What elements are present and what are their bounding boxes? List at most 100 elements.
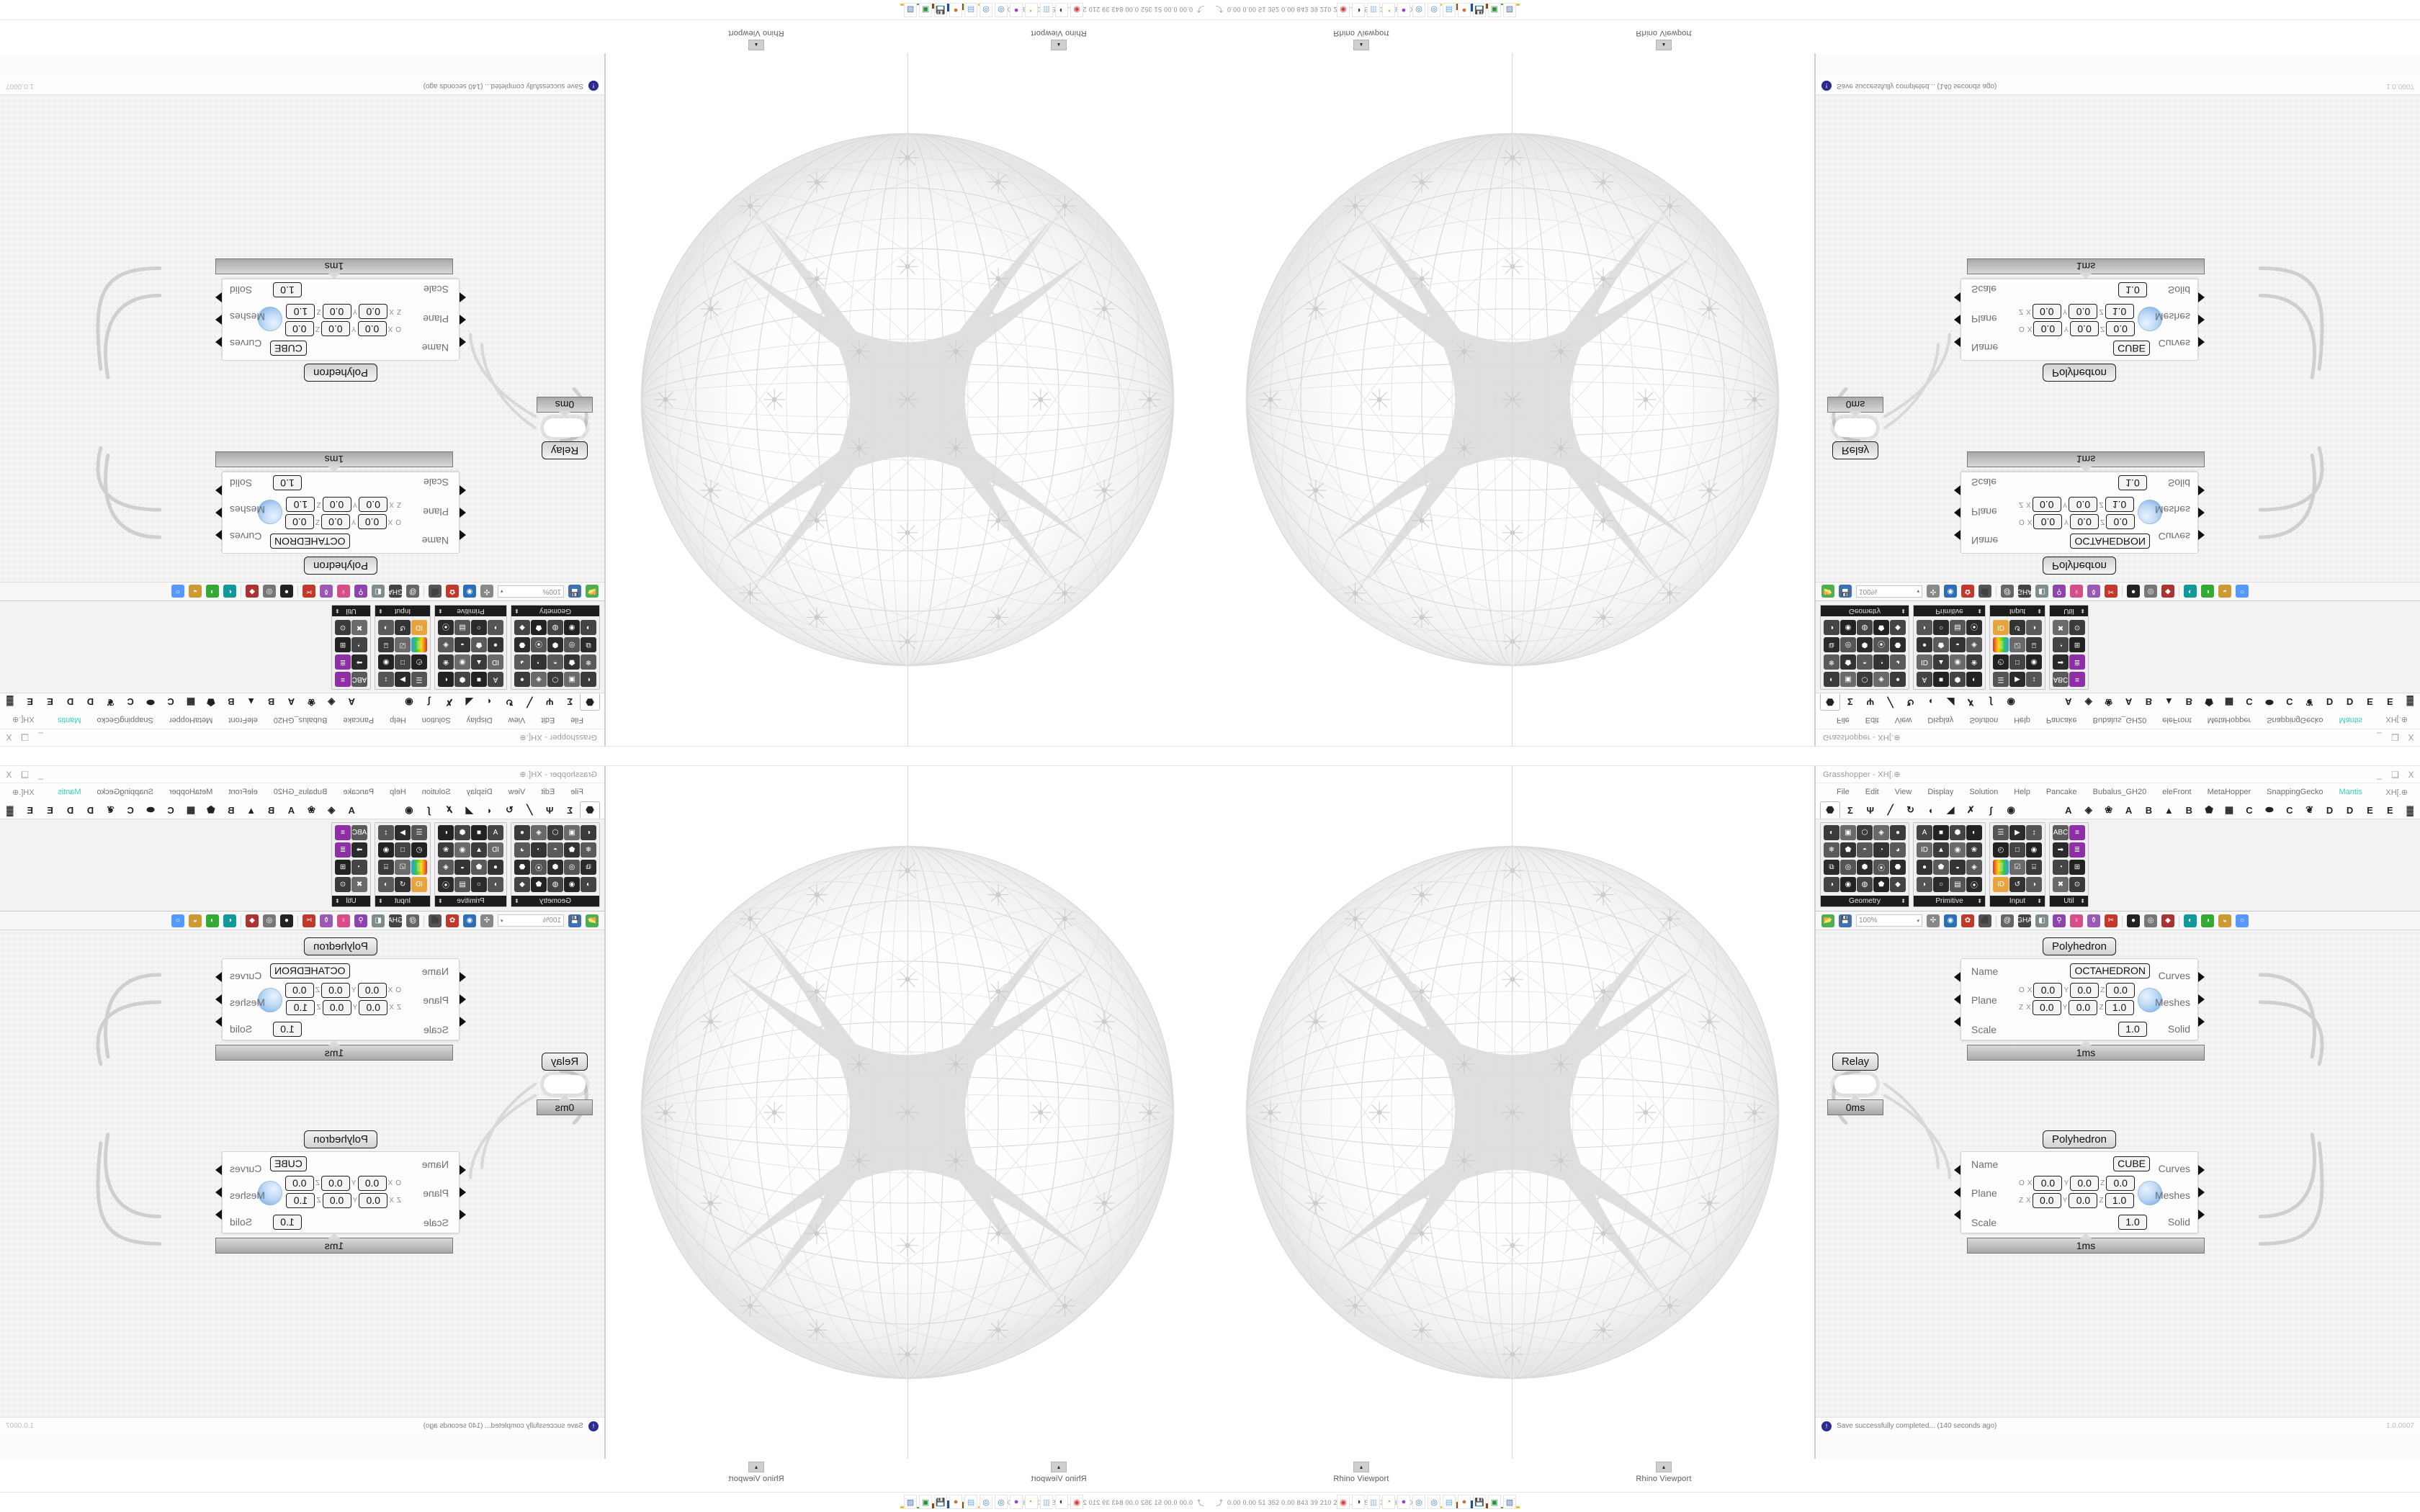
canvas-toolbar-icon-15[interactable]: ◆ — [246, 585, 259, 598]
menu-item-snappinggecko[interactable]: SnappingGecko — [97, 716, 153, 724]
shelf-component-icon[interactable]: ◈ — [1873, 825, 1889, 840]
input-port-plane[interactable] — [460, 508, 466, 518]
taskbar-app-icon-5[interactable]: ◎ — [995, 1495, 1008, 1509]
shelf-component-icon[interactable]: □ — [395, 654, 411, 670]
ribbon-tab2-1[interactable]: ◈ — [2084, 697, 2092, 708]
canvas-toolbar-icon-18[interactable]: ◒ — [2218, 585, 2231, 598]
axis-value-field[interactable]: 0.0 — [2070, 1176, 2099, 1191]
axis-value-field[interactable]: 0.0 — [322, 1193, 351, 1208]
canvas-toolbar-icon-19[interactable]: ○ — [171, 585, 184, 598]
shelf-component-icon[interactable]: ◗ — [1917, 877, 1932, 892]
shelf-component-icon[interactable]: ⌸ — [378, 637, 394, 652]
input-port-scale[interactable] — [460, 1017, 466, 1027]
shelf-component-icon[interactable]: ◈ — [1873, 672, 1889, 687]
ribbon-tab-1[interactable]: Σ — [1847, 696, 1853, 708]
ribbon-tab2-14[interactable]: D — [2346, 804, 2354, 816]
output-port-curves[interactable] — [2198, 1164, 2205, 1175]
output-port-solid[interactable] — [215, 485, 222, 495]
canvas-toolbar-icon-0[interactable]: 📂 — [1821, 914, 1834, 927]
shelf-component-icon[interactable]: ❀ — [1966, 654, 1982, 670]
shelf-component-icon[interactable]: ⬟ — [1873, 620, 1889, 635]
canvas-toolbar-icon-10[interactable]: ♀ — [337, 914, 350, 927]
axis-value-field[interactable]: 0.0 — [359, 304, 388, 319]
shelf-component-icon[interactable]: ◓ — [547, 842, 563, 858]
ribbon-tab2-11[interactable]: C — [2286, 696, 2293, 708]
shelf-component-icon[interactable]: ⬟ — [1933, 637, 1949, 652]
ribbon-tab2-4[interactable]: B — [2145, 804, 2153, 816]
ribbon-tab2-6[interactable]: B — [228, 804, 235, 816]
canvas-toolbar-icon-15[interactable]: ◆ — [2161, 914, 2174, 927]
canvas-toolbar-icon-9[interactable]: ⚲ — [2053, 585, 2066, 598]
input-port-name[interactable] — [1954, 971, 1960, 982]
ribbon-tab2-7[interactable]: ⬟ — [2205, 697, 2213, 708]
shelf-component-icon[interactable]: A — [1917, 672, 1932, 687]
output-port-meshes[interactable] — [2198, 508, 2205, 518]
shelf-component-icon[interactable]: ▶ — [2009, 825, 2025, 840]
menu-item-metahopper[interactable]: MetaHopper — [169, 788, 213, 796]
shelf-component-icon[interactable]: ⦿ — [1873, 637, 1889, 652]
canvas-toolbar-icon-1[interactable]: 💾 — [1839, 914, 1852, 927]
viewport-tab-dropdown-icon[interactable]: ▴ — [748, 40, 764, 50]
canvas-toolbar-icon-16[interactable]: ◐ — [223, 585, 236, 598]
axis-value-field[interactable]: 0.0 — [284, 321, 314, 336]
shelf-group-pin-icon[interactable]: ⬍ — [378, 608, 383, 614]
shelf-component-icon[interactable]: ◒ — [454, 637, 470, 652]
ribbon-tab2-5[interactable]: ▲ — [246, 696, 256, 708]
ribbon-tab2-4[interactable]: B — [267, 696, 275, 708]
canvas-toolbar-icon-3[interactable]: ◉ — [463, 914, 476, 927]
ribbon-tab-1[interactable]: Σ — [567, 696, 573, 708]
taskbar-app-icon-4[interactable]: ● — [1010, 1495, 1023, 1509]
ribbon-tab2-17[interactable]: ▓ — [6, 804, 14, 816]
taskbar-app-icon-2[interactable]: ▥ — [1367, 1495, 1380, 1509]
shelf-component-icon[interactable]: ▒ — [411, 637, 427, 652]
shelf-component-icon[interactable]: A — [488, 825, 503, 840]
taskbar-app-icon-8[interactable]: ● — [1458, 1495, 1471, 1509]
shelf-component-icon[interactable]: ⬢ — [547, 860, 563, 875]
shelf-component-icon[interactable]: ❀ — [438, 654, 454, 670]
shelf-group-pin-icon[interactable]: ⬍ — [514, 898, 519, 904]
shelf-component-icon[interactable]: ▒ — [411, 860, 427, 875]
ribbon-tab2-3[interactable]: A — [287, 804, 295, 816]
ribbon-tab2-11[interactable]: C — [2286, 804, 2293, 816]
shelf-component-icon[interactable]: ◒ — [1950, 860, 1966, 875]
ribbon-tab-6[interactable]: ◢ — [1947, 804, 1955, 815]
ribbon-tab2-3[interactable]: A — [2125, 804, 2133, 816]
ribbon-tab2-5[interactable]: ▲ — [246, 804, 256, 816]
menu-item-solution[interactable]: Solution — [421, 788, 451, 796]
shelf-component-icon[interactable]: ⧉ — [1824, 860, 1839, 875]
shelf-component-icon[interactable]: ⬢ — [454, 825, 470, 840]
axis-value-field[interactable]: 0.0 — [357, 514, 387, 529]
shelf-group-pin-icon[interactable]: ⬍ — [1901, 898, 1906, 904]
shelf-component-icon[interactable]: ◑ — [2026, 620, 2042, 635]
taskbar-app-icon-11[interactable]: ▧ — [1503, 1495, 1516, 1509]
ribbon-tab2-12[interactable]: ❦ — [106, 804, 115, 815]
menu-item-bubalus-gh20[interactable]: Bubalus_GH20 — [2092, 716, 2147, 724]
menu-item-view[interactable]: View — [1894, 716, 1912, 724]
shelf-component-icon[interactable]: ▣ — [564, 672, 580, 687]
ribbon-tab-5[interactable]: ◖ — [486, 804, 493, 816]
ribbon-tab2-10[interactable]: ⬬ — [146, 697, 155, 708]
axis-value-field[interactable]: 0.0 — [284, 1176, 314, 1191]
menu-item-metahopper[interactable]: MetaHopper — [169, 716, 213, 724]
shelf-component-icon[interactable]: ◈ — [531, 672, 547, 687]
shelf-component-icon[interactable]: ◉ — [1840, 877, 1856, 892]
shelf-component-icon[interactable]: ≣ — [2069, 842, 2085, 858]
menu-item-mantis[interactable]: Mantis — [58, 716, 81, 724]
canvas-toolbar-icon-11[interactable]: ⚱ — [2087, 914, 2100, 927]
shelf-component-icon[interactable]: ● — [514, 825, 530, 840]
shelf-group-pin-icon[interactable]: ⬍ — [2080, 608, 2085, 614]
shelf-component-icon[interactable]: ◐ — [1824, 825, 1839, 840]
ribbon-tab-8[interactable]: ʃ — [1989, 696, 1993, 708]
viewport-tab-dropdown-icon[interactable]: ▴ — [1353, 40, 1369, 50]
ribbon-tab-6[interactable]: ◢ — [465, 804, 473, 815]
canvas-toolbar-icon-11[interactable]: ⚱ — [320, 914, 333, 927]
canvas-toolbar-icon-4[interactable]: ✿ — [446, 914, 459, 927]
taskbar-app-icon-0[interactable]: ◉ — [1337, 3, 1350, 17]
shelf-component-icon[interactable]: ◔ — [2053, 860, 2069, 875]
grasshopper-canvas[interactable]: Polyhedron Name OCTAHEDRON Plane O X 0.0 Y 0.0 Z 0… — [1816, 95, 2420, 582]
canvas-toolbar-icon-8[interactable]: ◧ — [2035, 914, 2048, 927]
taskbar-app-icon-7[interactable]: ▤ — [1443, 3, 1456, 17]
shelf-component-icon[interactable]: ◑ — [581, 620, 596, 635]
ribbon-tab-1[interactable]: Σ — [1847, 804, 1853, 816]
ribbon-tab2-8[interactable]: ▦ — [2224, 697, 2234, 708]
